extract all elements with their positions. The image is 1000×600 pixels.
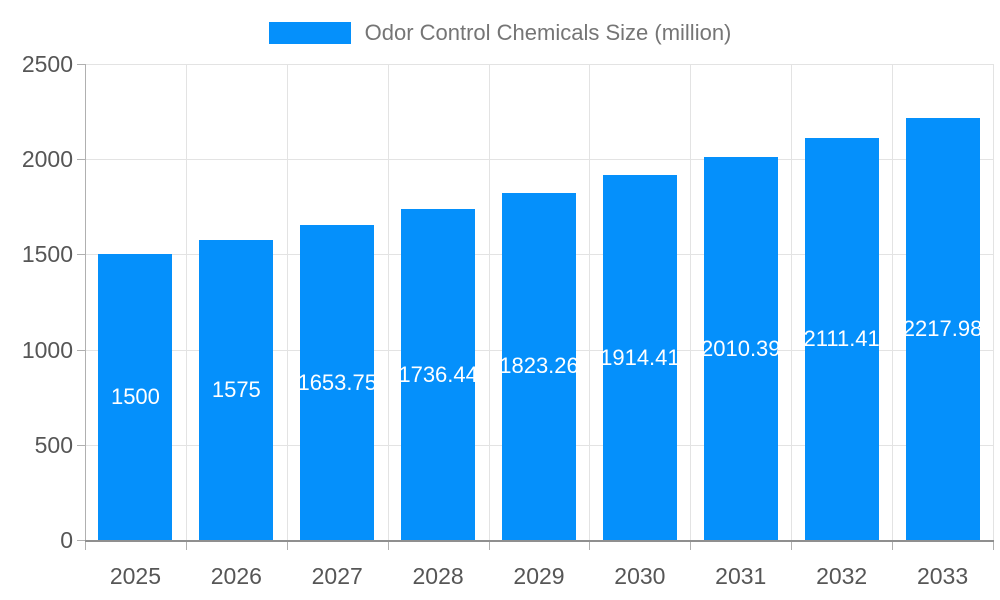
bar-value-label: 2217.98	[905, 315, 980, 341]
bar-2031[interactable]: 2010.39	[703, 157, 778, 540]
x-tick	[791, 542, 793, 550]
y-gridline	[85, 159, 993, 161]
bar-2025[interactable]: 1500	[98, 254, 173, 540]
x-tick-label-2033: 2033	[916, 563, 969, 589]
bar-value-label: 2010.39	[703, 335, 778, 361]
y-tick	[77, 159, 85, 161]
y-tick	[77, 254, 85, 256]
y-tick-label: 500	[34, 431, 73, 458]
y-tick	[77, 349, 85, 351]
x-tick	[286, 542, 288, 550]
x-axis-line	[85, 540, 994, 542]
x-tick	[185, 542, 187, 550]
x-gridline	[488, 64, 490, 541]
plot-area: 1500 1575 1653.75 1736.44 1823.26 1914.41 2010…	[85, 64, 994, 541]
x-tick	[488, 542, 490, 550]
x-tick-label-2029: 2029	[513, 563, 565, 589]
x-gridline	[387, 64, 389, 541]
y-axis-line	[85, 64, 86, 541]
legend[interactable]: Odor Control Chemicals Size (million)	[0, 20, 1000, 46]
bar-value-label: 1575	[211, 377, 261, 403]
bar-2027[interactable]: 1653.75	[300, 225, 375, 540]
y-tick	[77, 540, 85, 541]
bar-value-label: 1500	[110, 384, 160, 410]
y-tick	[77, 444, 85, 446]
bar-2028[interactable]: 1736.44	[401, 209, 476, 540]
bar-2032[interactable]: 2111.41	[804, 137, 879, 540]
x-tick-label-2030: 2030	[614, 563, 666, 589]
bar-value-label: 2111.41	[804, 325, 879, 351]
x-tick-label-2028: 2028	[412, 563, 464, 589]
x-tick-label-2026: 2026	[210, 563, 262, 589]
bar-2029[interactable]: 1823.26	[502, 192, 576, 540]
x-tick	[892, 542, 894, 550]
y-tick-label: 2000	[21, 146, 73, 173]
x-gridline	[791, 64, 793, 541]
x-tick	[993, 542, 994, 550]
bar-2026[interactable]: 1575	[199, 240, 274, 540]
bar-2033[interactable]: 2217.98	[905, 117, 980, 540]
bar-value-label: 1823.26	[502, 353, 576, 379]
y-tick	[77, 64, 85, 65]
x-tick-label-2025: 2025	[109, 563, 162, 589]
legend-swatch	[268, 22, 351, 44]
x-tick	[589, 542, 591, 550]
x-gridline	[993, 64, 994, 541]
bar-value-label: 1914.41	[602, 344, 677, 370]
x-tick-label-2027: 2027	[311, 563, 363, 589]
y-tick-label: 1500	[21, 241, 73, 268]
y-tick-label: 0	[60, 527, 73, 553]
x-tick	[690, 542, 692, 550]
x-gridline	[286, 64, 288, 541]
bar-2030[interactable]: 1914.41	[602, 175, 677, 540]
x-gridline	[690, 64, 692, 541]
bar-value-label: 1653.75	[300, 369, 375, 395]
x-gridline	[589, 64, 591, 541]
bar-value-label: 1736.44	[401, 361, 476, 387]
x-tick	[85, 542, 86, 550]
y-gridline	[85, 64, 993, 65]
y-tick-label: 2500	[21, 51, 73, 77]
legend-label: Odor Control Chemicals Size (million)	[364, 20, 732, 45]
x-tick-label-2031: 2031	[715, 563, 767, 589]
y-tick-label: 1000	[21, 336, 73, 363]
x-tick-label-2032: 2032	[816, 563, 868, 589]
x-gridline	[892, 64, 894, 541]
x-gridline	[185, 64, 187, 541]
x-tick	[387, 542, 389, 550]
